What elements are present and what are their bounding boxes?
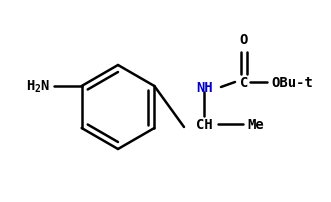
Text: O: O bbox=[240, 33, 248, 47]
Text: CH: CH bbox=[196, 117, 213, 131]
Text: NH: NH bbox=[196, 81, 213, 95]
Text: Me: Me bbox=[247, 117, 264, 131]
Text: C: C bbox=[240, 76, 248, 89]
Text: OBu-t: OBu-t bbox=[271, 76, 313, 89]
Text: $\mathregular{H_2N}$: $\mathregular{H_2N}$ bbox=[26, 78, 51, 95]
